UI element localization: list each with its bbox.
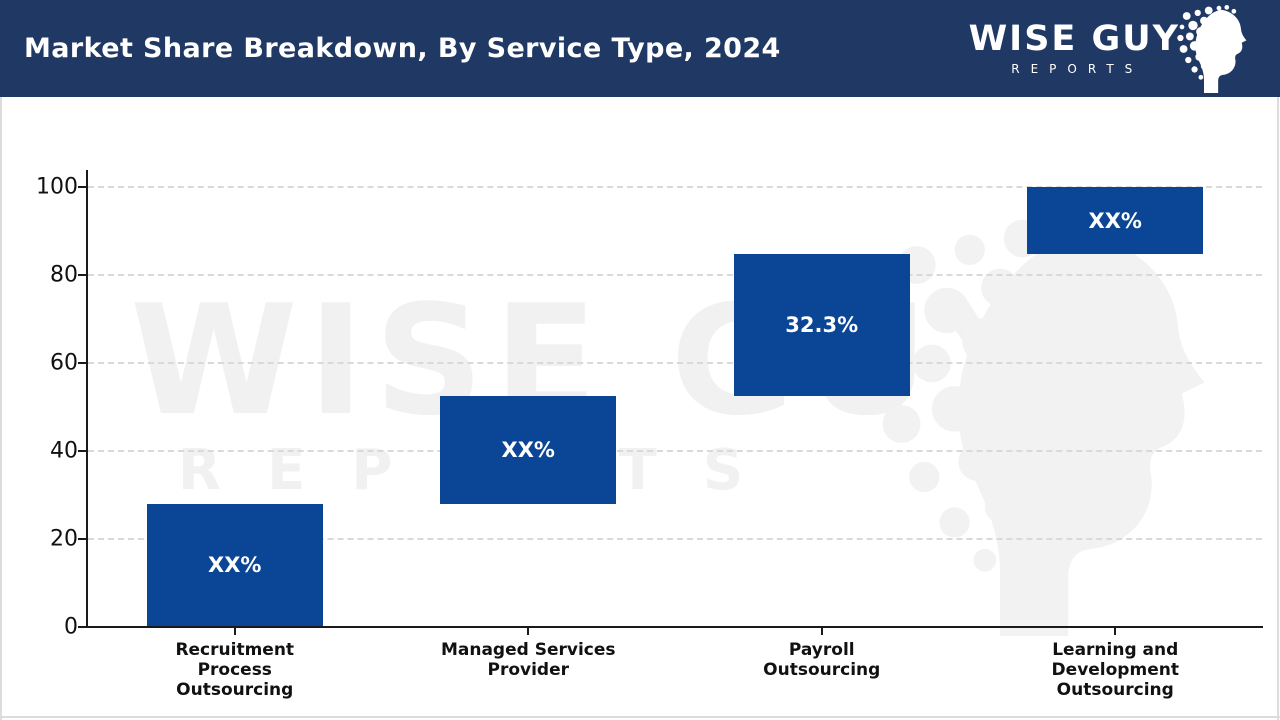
- bar-value-label: 32.3%: [785, 313, 859, 338]
- logo-wordmark: WISE GUY: [968, 18, 1180, 59]
- x-axis-tick-mark: [233, 628, 236, 635]
- header-bar: Market Share Breakdown, By Service Type,…: [0, 0, 1280, 97]
- y-axis-tick-mark: [78, 274, 86, 276]
- bar-value-label: XX%: [208, 553, 262, 578]
- y-axis-tick-mark: [78, 186, 86, 188]
- bar-segment: XX%: [146, 503, 323, 627]
- y-axis-tick-label: 80: [50, 262, 78, 288]
- page-border-left: [0, 97, 2, 720]
- bar-value-label: XX%: [501, 438, 555, 463]
- y-axis-tick-label: 20: [50, 526, 78, 552]
- x-axis-tick-mark: [820, 628, 823, 635]
- y-axis-tick-label: 60: [50, 350, 78, 376]
- logo-subtitle: REPORTS: [1011, 61, 1144, 76]
- y-axis-tick-mark: [78, 450, 86, 452]
- bar-segment: XX%: [440, 396, 617, 504]
- y-axis-tick-mark: [78, 362, 86, 364]
- gridline-40: [88, 450, 1262, 452]
- x-axis-category-label: Managed Services Provider: [440, 640, 616, 681]
- gridline-100: [88, 186, 1262, 188]
- y-axis-tick-label: 100: [36, 174, 78, 200]
- page-title: Market Share Breakdown, By Service Type,…: [24, 33, 781, 64]
- x-axis-category-label: Payroll Outsourcing: [763, 640, 881, 681]
- logo-head-icon: [1177, 4, 1247, 93]
- gridline-80: [88, 274, 1262, 276]
- y-axis-tick-mark: [78, 626, 86, 628]
- x-axis-tick-mark: [527, 628, 530, 635]
- bar-segment: 32.3%: [733, 254, 910, 397]
- page-border-right: [1277, 97, 1279, 720]
- x-axis-category-label: Learning and Development Outsourcing: [1051, 640, 1179, 701]
- bar-value-label: XX%: [1088, 208, 1142, 233]
- x-axis-category-label: Recruitment Process Outsourcing: [175, 640, 295, 701]
- y-axis-tick-label: 0: [64, 614, 78, 640]
- x-axis-line: [86, 626, 1263, 628]
- gridline-20: [88, 538, 1262, 540]
- logo-text: WISE GUY REPORTS: [968, 18, 1180, 76]
- gridline-60: [88, 362, 1262, 364]
- y-axis-tick-label: 40: [50, 438, 78, 464]
- wise-guy-logo: WISE GUY REPORTS: [968, 4, 1256, 93]
- y-axis-line: [86, 170, 88, 628]
- x-axis-tick-mark: [1114, 628, 1117, 635]
- bar-segment: XX%: [1027, 187, 1204, 255]
- y-axis-tick-mark: [78, 538, 86, 540]
- page-border-bottom: [0, 716, 1280, 718]
